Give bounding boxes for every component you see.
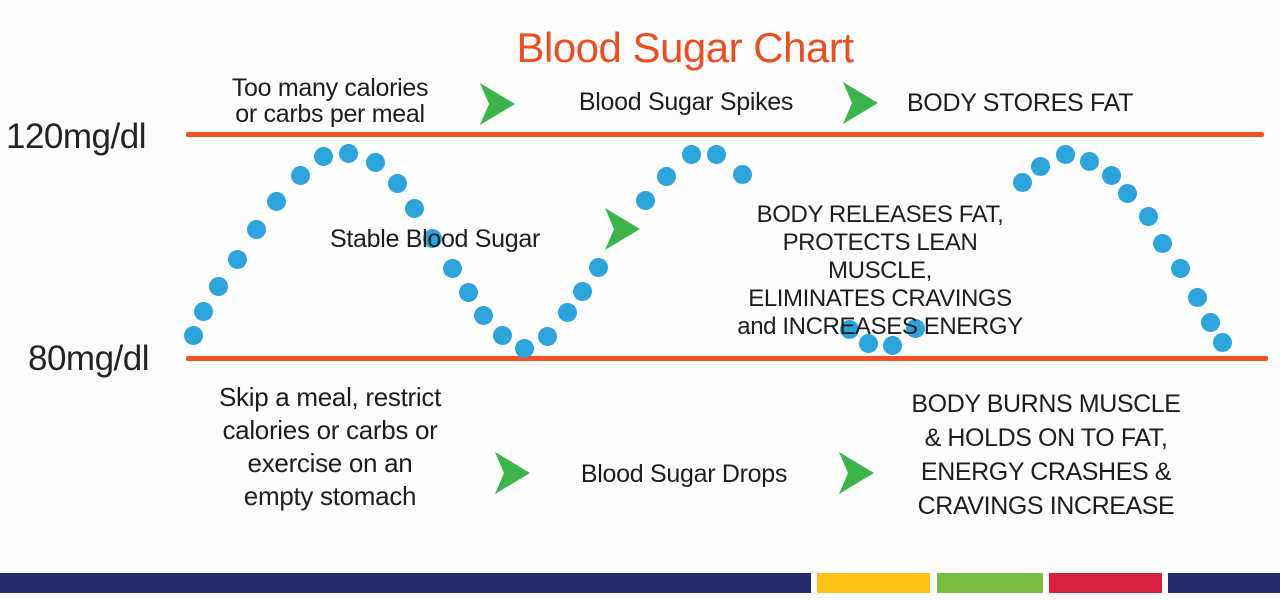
wave-dot xyxy=(473,305,493,325)
wave-dot xyxy=(422,228,442,248)
wave-dot xyxy=(1187,287,1207,307)
arrow-right-icon xyxy=(605,208,640,250)
lower-threshold-line xyxy=(186,356,1268,361)
wave-dot xyxy=(1117,183,1137,203)
annotation-body-stores-fat: BODY STORES FAT xyxy=(906,89,1134,117)
footer-bar-segment xyxy=(937,573,1043,593)
wave-dot xyxy=(1212,332,1232,352)
wave-dot xyxy=(537,326,557,346)
wave-dot xyxy=(458,282,478,302)
footer-bar-segment xyxy=(1168,573,1280,593)
wave-dot xyxy=(1012,172,1032,192)
wave-dot xyxy=(492,325,512,345)
wave-dot xyxy=(266,191,286,211)
wave-dot xyxy=(208,276,228,296)
wave-dot xyxy=(1079,151,1099,171)
annotation-blood-sugar-spikes: Blood Sugar Spikes xyxy=(578,88,794,116)
wave-dot xyxy=(656,166,676,186)
wave-dot xyxy=(882,335,902,355)
wave-dot xyxy=(858,333,878,353)
footer-bar-segment xyxy=(1049,573,1162,593)
wave-dot xyxy=(1152,233,1172,253)
wave-dot xyxy=(557,302,577,322)
wave-dot xyxy=(246,219,266,239)
wave-dot xyxy=(905,318,925,338)
wave-dot xyxy=(839,319,859,339)
wave-dot xyxy=(387,173,407,193)
wave-dot xyxy=(338,143,358,163)
lower-threshold-label: 80mg/dl xyxy=(28,339,150,378)
arrow-right-icon xyxy=(843,82,878,124)
annotation-skip-a-meal: Skip a meal, restrict calories or carbs … xyxy=(219,382,441,511)
wave-dot xyxy=(514,338,534,358)
wave-dot xyxy=(635,190,655,210)
wave-dot xyxy=(588,257,608,277)
arrow-right-icon xyxy=(495,452,530,494)
wave-dot xyxy=(1200,312,1220,332)
wave-dot xyxy=(1170,258,1190,278)
upper-threshold-label: 120mg/dl xyxy=(6,117,146,156)
footer-bar-segment xyxy=(817,573,930,593)
wave-dot xyxy=(183,325,203,345)
wave-dot xyxy=(404,198,424,218)
wave-dot xyxy=(227,249,247,269)
annotation-body-releases-fat: BODY RELEASES FAT, PROTECTS LEAN MUSCLE,… xyxy=(737,201,1023,340)
annotation-too-many-calories: Too many calories or carbs per meal xyxy=(231,74,429,128)
annotation-blood-sugar-drops: Blood Sugar Drops xyxy=(580,460,788,488)
wave-dot xyxy=(313,146,333,166)
wave-dot xyxy=(442,258,462,278)
wave-dot xyxy=(1138,206,1158,226)
annotation-body-burns-muscle: BODY BURNS MUSCLE & HOLDS ON TO FAT, ENE… xyxy=(911,390,1181,520)
wave-dot xyxy=(365,152,385,172)
wave-dot xyxy=(681,144,701,164)
wave-dot xyxy=(193,301,213,321)
wave-dot xyxy=(706,144,726,164)
wave-dot xyxy=(290,165,310,185)
arrow-right-icon xyxy=(480,83,515,125)
wave-dot xyxy=(1030,156,1050,176)
chart-title: Blood Sugar Chart xyxy=(516,24,854,71)
arrow-right-icon xyxy=(839,452,874,494)
wave-dot xyxy=(732,164,752,184)
footer-bar-segment xyxy=(0,573,811,593)
wave-dot xyxy=(1101,165,1121,185)
annotation-stable-blood-sugar: Stable Blood Sugar xyxy=(329,225,541,253)
upper-threshold-line xyxy=(186,132,1264,137)
wave-dot xyxy=(572,281,592,301)
wave-dot xyxy=(1055,144,1075,164)
